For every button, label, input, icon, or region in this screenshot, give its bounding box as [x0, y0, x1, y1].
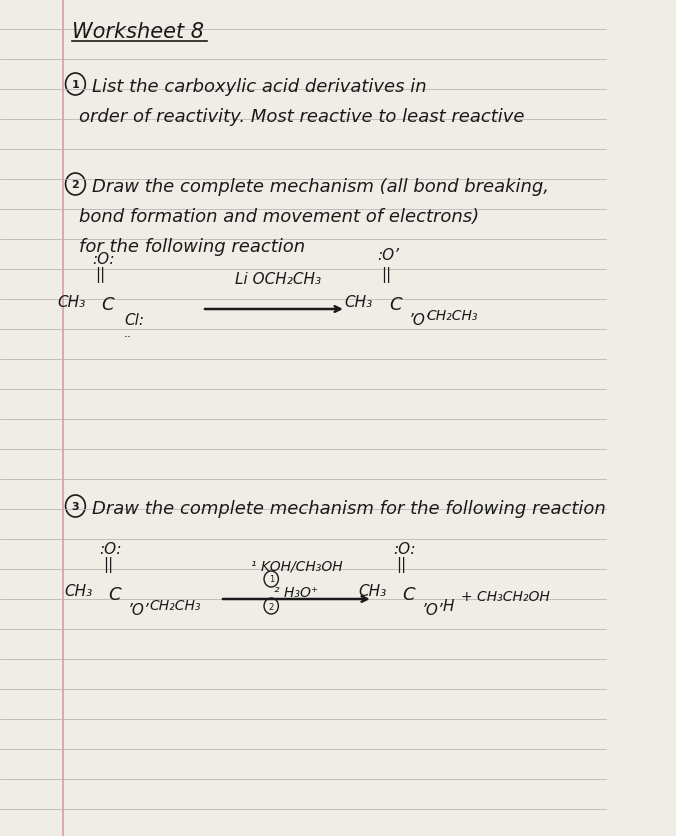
Text: List the carboxylic acid derivatives in: List the carboxylic acid derivatives in [92, 78, 427, 96]
Text: ||: || [103, 556, 113, 573]
Text: H: H [443, 599, 454, 614]
Text: 2: 2 [268, 602, 274, 611]
Text: Cl:: Cl: [124, 313, 144, 328]
Text: CH₃: CH₃ [57, 294, 85, 309]
Text: 3: 3 [72, 502, 79, 512]
Text: 1: 1 [72, 80, 79, 90]
Text: bond formation and movement of electrons): bond formation and movement of electrons… [79, 208, 479, 226]
Text: ’O’: ’O’ [408, 313, 431, 328]
Text: C: C [389, 296, 402, 314]
Text: ’O’: ’O’ [422, 602, 444, 617]
Text: + CH₃CH₂OH: + CH₃CH₂OH [461, 589, 550, 604]
Text: Draw the complete mechanism (all bond breaking,: Draw the complete mechanism (all bond br… [92, 178, 549, 196]
Text: C: C [109, 585, 121, 604]
Text: CH₂CH₃: CH₂CH₃ [149, 599, 201, 612]
Text: 1: 1 [268, 575, 274, 584]
Text: 2: 2 [72, 180, 79, 190]
Text: :O:: :O: [99, 542, 122, 556]
Text: order of reactivity. Most reactive to least reactive: order of reactivity. Most reactive to le… [79, 108, 525, 126]
Text: ² H₃O⁺: ² H₃O⁺ [274, 585, 318, 599]
Text: for the following reaction: for the following reaction [79, 237, 305, 256]
Text: :O’: :O’ [377, 247, 399, 263]
Text: :O:: :O: [92, 252, 114, 267]
Text: CH₃: CH₃ [345, 294, 372, 309]
Text: C: C [402, 585, 415, 604]
Text: :O:: :O: [393, 542, 415, 556]
Text: ||: || [396, 556, 406, 573]
Text: Worksheet 8: Worksheet 8 [72, 22, 204, 42]
Text: ||: || [381, 267, 391, 283]
Text: Li OCH₂CH₃: Li OCH₂CH₃ [235, 272, 322, 287]
Text: ¹ KOH/CH₃OH: ¹ KOH/CH₃OH [251, 558, 342, 573]
Text: Draw the complete mechanism for the following reaction: Draw the complete mechanism for the foll… [92, 499, 605, 517]
Text: ’O’: ’O’ [128, 602, 150, 617]
Text: ||: || [95, 267, 105, 283]
Text: CH₃: CH₃ [358, 584, 386, 599]
Text: CH₂CH₃: CH₂CH₃ [427, 308, 478, 323]
Text: ..: .. [124, 327, 132, 339]
Text: CH₃: CH₃ [64, 584, 93, 599]
Text: C: C [101, 296, 114, 314]
